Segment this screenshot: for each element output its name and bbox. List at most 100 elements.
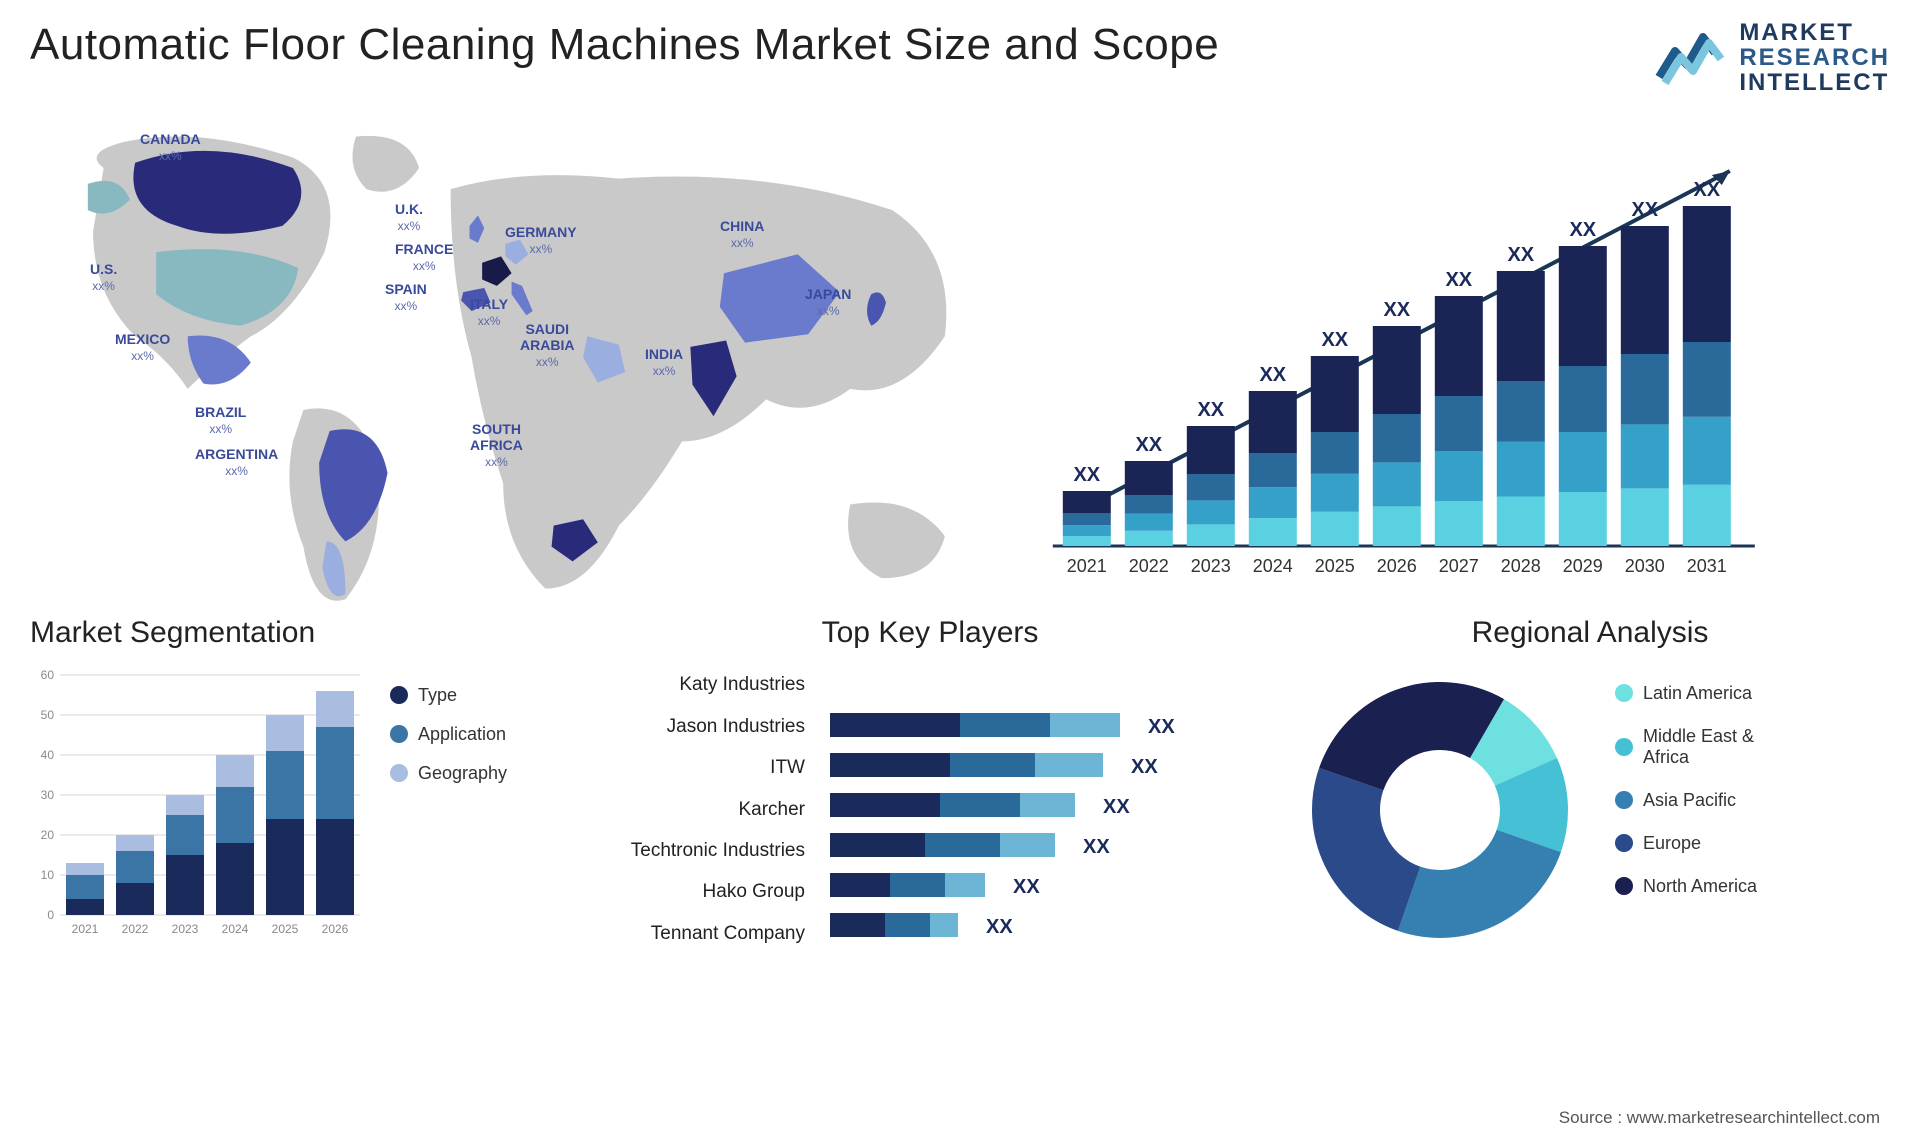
svg-text:XX: XX [1384,299,1411,321]
svg-text:2022: 2022 [122,922,149,936]
players-labels: Katy Industries Jason Industries ITW Karche… [600,665,805,955]
svg-text:2021: 2021 [1067,556,1107,576]
player-label: Techtronic Industries [600,840,805,862]
legend-swatch-icon [1615,834,1633,852]
svg-text:10: 10 [41,868,55,882]
legend-swatch-icon [390,764,408,782]
svg-text:2025: 2025 [272,922,299,936]
segmentation-legend: Type Application Geography [390,665,507,945]
source-text: Source : www.marketresearchintellect.com [1559,1108,1880,1128]
players-chart-svg: XXXXXXXXXXXX [820,665,1260,955]
svg-text:XX: XX [1322,329,1349,351]
player-label: Karcher [600,799,805,821]
legend-label: Type [418,685,457,706]
svg-text:2026: 2026 [1377,556,1417,576]
svg-text:20: 20 [41,828,55,842]
legend-label: Latin America [1643,683,1752,704]
legend-swatch-icon [1615,791,1633,809]
map-label: INDIAxx% [645,346,683,379]
segmentation-chart: 0 10 20 30 40 50 60 2021 2022 2023 2024 2025 2026 [30,665,370,945]
svg-text:XX: XX [1131,756,1158,778]
growth-chart: XX 2021 XX 2022 XX 2023 XX 2024 XX 2025 XX 2026 XX 20… [1016,126,1890,596]
svg-text:XX: XX [1013,876,1040,898]
regional-donut [1290,665,1590,955]
player-label: ITW [600,757,805,779]
svg-text:XX: XX [1136,434,1163,456]
brand-logo: MARKET RESEARCH INTELLECT [1655,20,1890,96]
svg-text:XX: XX [1074,464,1101,486]
svg-text:2024: 2024 [222,922,249,936]
map-label: CANADAxx% [140,131,201,164]
legend-swatch-icon [1615,738,1633,756]
player-label: Hako Group [600,881,805,903]
legend-item: Application [390,724,507,745]
svg-text:2023: 2023 [172,922,199,936]
map-label: SPAINxx% [385,281,427,314]
logo-line3: INTELLECT [1739,70,1890,95]
svg-text:2031: 2031 [1687,556,1727,576]
svg-text:XX: XX [1508,244,1535,266]
svg-text:XX: XX [1198,399,1225,421]
svg-text:XX: XX [1570,219,1597,241]
map-label: ARGENTINAxx% [195,446,278,479]
legend-item: Asia Pacific [1615,790,1757,811]
map-label: ITALYxx% [470,296,508,329]
svg-text:2022: 2022 [1129,556,1169,576]
legend-swatch-icon [390,725,408,743]
logo-line2: RESEARCH [1739,45,1890,70]
logo-mark-icon [1655,29,1727,87]
legend-label: Asia Pacific [1643,790,1736,811]
segmentation-title: Market Segmentation [30,616,570,650]
svg-text:2021: 2021 [72,922,99,936]
svg-text:2026: 2026 [322,922,349,936]
svg-text:60: 60 [41,668,55,682]
players-title: Top Key Players [600,616,1260,650]
player-label: Tennant Company [600,923,805,945]
map-label: MEXICOxx% [115,331,170,364]
svg-text:2025: 2025 [1315,556,1355,576]
legend-label: Europe [1643,833,1701,854]
map-label: FRANCExx% [395,241,453,274]
svg-text:XX: XX [986,916,1013,938]
player-label: Katy Industries [600,674,805,696]
svg-text:2030: 2030 [1625,556,1665,576]
svg-text:50: 50 [41,708,55,722]
segmentation-chart-svg: 0 10 20 30 40 50 60 2021 2022 2023 2024 2025 2026 [30,665,370,945]
world-map: CANADAxx% U.S.xx% MEXICOxx% BRAZILxx% ARGENT… [30,126,976,596]
page-title: Automatic Floor Cleaning Machines Market… [30,20,1219,70]
map-label: U.K.xx% [395,201,423,234]
svg-text:XX: XX [1260,364,1287,386]
legend-item: Type [390,685,507,706]
legend-label: Geography [418,763,507,784]
svg-text:2024: 2024 [1253,556,1293,576]
logo-line1: MARKET [1739,20,1890,45]
map-label: BRAZILxx% [195,404,246,437]
map-label: U.S.xx% [90,261,117,294]
legend-label: Application [418,724,506,745]
svg-text:XX: XX [1083,836,1110,858]
regional-title: Regional Analysis [1290,616,1890,650]
legend-item: Europe [1615,833,1757,854]
legend-swatch-icon [1615,877,1633,895]
svg-text:30: 30 [41,788,55,802]
map-label: JAPANxx% [805,286,851,319]
world-map-svg [30,126,976,620]
svg-text:2027: 2027 [1439,556,1479,576]
legend-item: North America [1615,876,1757,897]
growth-chart-svg: XX 2021 XX 2022 XX 2023 XX 2024 XX 2025 XX 2026 XX 20… [1016,126,1890,596]
svg-text:2028: 2028 [1501,556,1541,576]
svg-text:0: 0 [47,908,54,922]
map-label: GERMANYxx% [505,224,577,257]
svg-text:2023: 2023 [1191,556,1231,576]
legend-item: Geography [390,763,507,784]
svg-text:XX: XX [1694,179,1721,201]
legend-label: North America [1643,876,1757,897]
legend-label: Middle East &Africa [1643,726,1754,768]
map-label: SOUTHAFRICAxx% [470,421,523,470]
legend-swatch-icon [390,686,408,704]
svg-text:XX: XX [1632,199,1659,221]
regional-legend: Latin America Middle East &Africa Asia Pac… [1615,665,1757,897]
svg-text:40: 40 [41,748,55,762]
svg-text:XX: XX [1148,716,1175,738]
player-label: Jason Industries [600,716,805,738]
